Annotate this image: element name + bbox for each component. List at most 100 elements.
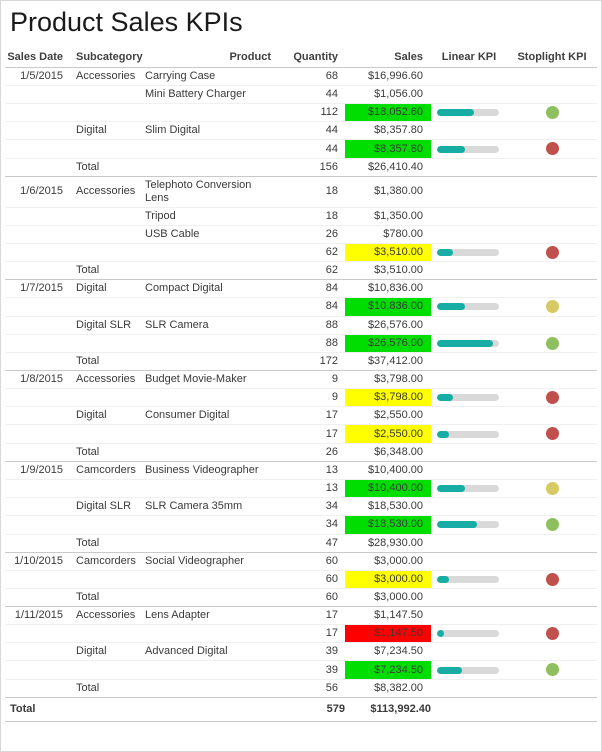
linear-kpi-gauge <box>437 430 499 438</box>
cell-stoplight-kpi <box>507 279 597 299</box>
cell-linear-kpi <box>431 207 507 226</box>
grand-total-label: Total <box>5 696 69 722</box>
cell-sales-date <box>5 534 69 553</box>
cell-sales: $1,350.00 <box>345 207 431 226</box>
cell-sales-date <box>5 424 69 444</box>
subtotal-row: 39 $7,234.50 <box>5 660 597 680</box>
cell-subcategory: Camcorders <box>69 461 143 480</box>
cell-linear-kpi <box>431 588 507 608</box>
cell-sales-date <box>5 443 69 462</box>
cell-product <box>143 352 275 372</box>
cell-sales: $6,348.00 <box>345 443 431 462</box>
cell-linear-kpi <box>431 406 507 426</box>
cell-stoplight-kpi <box>507 515 597 535</box>
linear-kpi-bar <box>437 666 462 674</box>
cell-linear-kpi <box>431 176 507 208</box>
cell-quantity: 172 <box>275 352 345 372</box>
cell-sales-highlighted: $3,510.00 <box>345 243 431 263</box>
stoplight-indicator-red <box>545 391 559 405</box>
cell-quantity: 9 <box>275 370 345 390</box>
cell-stoplight-kpi <box>507 624 597 644</box>
cell-product: Mini Battery Charger <box>143 85 275 104</box>
cell-product: Social Videographer <box>143 552 275 571</box>
cell-quantity: 112 <box>275 103 345 123</box>
table-row: USB Cable 26 $780.00 <box>5 225 597 244</box>
column-header-product: Product <box>143 47 275 68</box>
cell-sales: $18,530.00 <box>345 497 431 517</box>
cell-quantity: 44 <box>275 121 345 141</box>
cell-stoplight-kpi <box>507 352 597 372</box>
cell-stoplight-kpi <box>507 243 597 263</box>
cell-stoplight-kpi <box>507 334 597 354</box>
cell-product <box>143 696 275 722</box>
cell-sales-date: 1/7/2015 <box>5 279 69 299</box>
table-row: Digital Consumer Digital 17 $2,550.00 <box>5 406 597 426</box>
cell-subcategory <box>69 479 143 499</box>
cell-sales: $2,550.00 <box>345 406 431 426</box>
cell-sales-date <box>5 624 69 644</box>
cell-sales-highlighted: $10,400.00 <box>345 479 431 499</box>
cell-quantity: 13 <box>275 461 345 480</box>
cell-stoplight-kpi <box>507 606 597 626</box>
cell-subcategory: Accessories <box>69 370 143 390</box>
linear-kpi-gauge <box>437 485 499 493</box>
cell-stoplight-kpi <box>507 424 597 444</box>
cell-product <box>143 588 275 608</box>
cell-sales-highlighted: $2,550.00 <box>345 424 431 444</box>
linear-kpi-bar <box>437 303 465 311</box>
stoplight-indicator-red <box>545 427 559 441</box>
cell-subcategory: Digital <box>69 279 143 299</box>
cell-quantity: 18 <box>275 207 345 226</box>
cell-sales-date <box>5 297 69 317</box>
cell-sales: $8,382.00 <box>345 679 431 698</box>
group-total-row: Total 156 $26,410.40 <box>5 158 597 177</box>
cell-quantity: 34 <box>275 497 345 517</box>
cell-sales: $10,400.00 <box>345 461 431 480</box>
cell-quantity: 39 <box>275 660 345 680</box>
cell-product <box>143 679 275 698</box>
subtotal-row: 112 $18,052.60 <box>5 103 597 123</box>
subtotal-row: 44 $8,357.80 <box>5 139 597 159</box>
cell-sales-highlighted: $3,000.00 <box>345 570 431 590</box>
cell-sales-highlighted: $7,234.50 <box>345 660 431 680</box>
cell-sales-date: 1/6/2015 <box>5 176 69 208</box>
cell-subcategory <box>69 103 143 123</box>
cell-stoplight-kpi <box>507 570 597 590</box>
cell-sales-highlighted: $1,147.50 <box>345 624 431 644</box>
cell-subcategory: Digital SLR <box>69 497 143 517</box>
cell-stoplight-kpi <box>507 297 597 317</box>
cell-sales: $3,798.00 <box>345 370 431 390</box>
cell-stoplight-kpi <box>507 497 597 517</box>
linear-kpi-gauge <box>437 521 499 529</box>
cell-quantity: 44 <box>275 139 345 159</box>
cell-sales: $7,234.50 <box>345 642 431 662</box>
cell-quantity: 60 <box>275 588 345 608</box>
cell-quantity: 17 <box>275 406 345 426</box>
cell-sales-date <box>5 588 69 608</box>
linear-kpi-bar <box>437 430 450 438</box>
cell-linear-kpi <box>431 606 507 626</box>
cell-stoplight-kpi <box>507 479 597 499</box>
cell-linear-kpi <box>431 552 507 571</box>
cell-stoplight-kpi <box>507 679 597 698</box>
cell-linear-kpi <box>431 570 507 590</box>
cell-quantity: 84 <box>275 297 345 317</box>
cell-stoplight-kpi <box>507 534 597 553</box>
cell-quantity: 88 <box>275 334 345 354</box>
cell-sales-date <box>5 207 69 226</box>
cell-product: Tripod <box>143 207 275 226</box>
cell-sales-date <box>5 121 69 141</box>
cell-linear-kpi <box>431 261 507 281</box>
subtotal-row: 88 $26,576.00 <box>5 334 597 354</box>
column-header-subcategory: Subcategory <box>69 47 143 68</box>
cell-sales: $10,836.00 <box>345 279 431 299</box>
cell-stoplight-kpi <box>507 443 597 462</box>
table-row: 1/8/2015 Accessories Budget Movie-Maker 9 $3… <box>5 370 597 390</box>
table-row: Digital SLR SLR Camera 88 $26,576.00 <box>5 316 597 335</box>
linear-kpi-bar <box>437 575 450 583</box>
table-row: Digital SLR SLR Camera 35mm 34 $18,530.00 <box>5 497 597 517</box>
linear-kpi-gauge <box>437 145 499 153</box>
cell-subcategory: Accessories <box>69 67 143 86</box>
table-row: 1/7/2015 Digital Compact Digital 84 $10,836.… <box>5 279 597 299</box>
cell-sales: $26,576.00 <box>345 316 431 335</box>
